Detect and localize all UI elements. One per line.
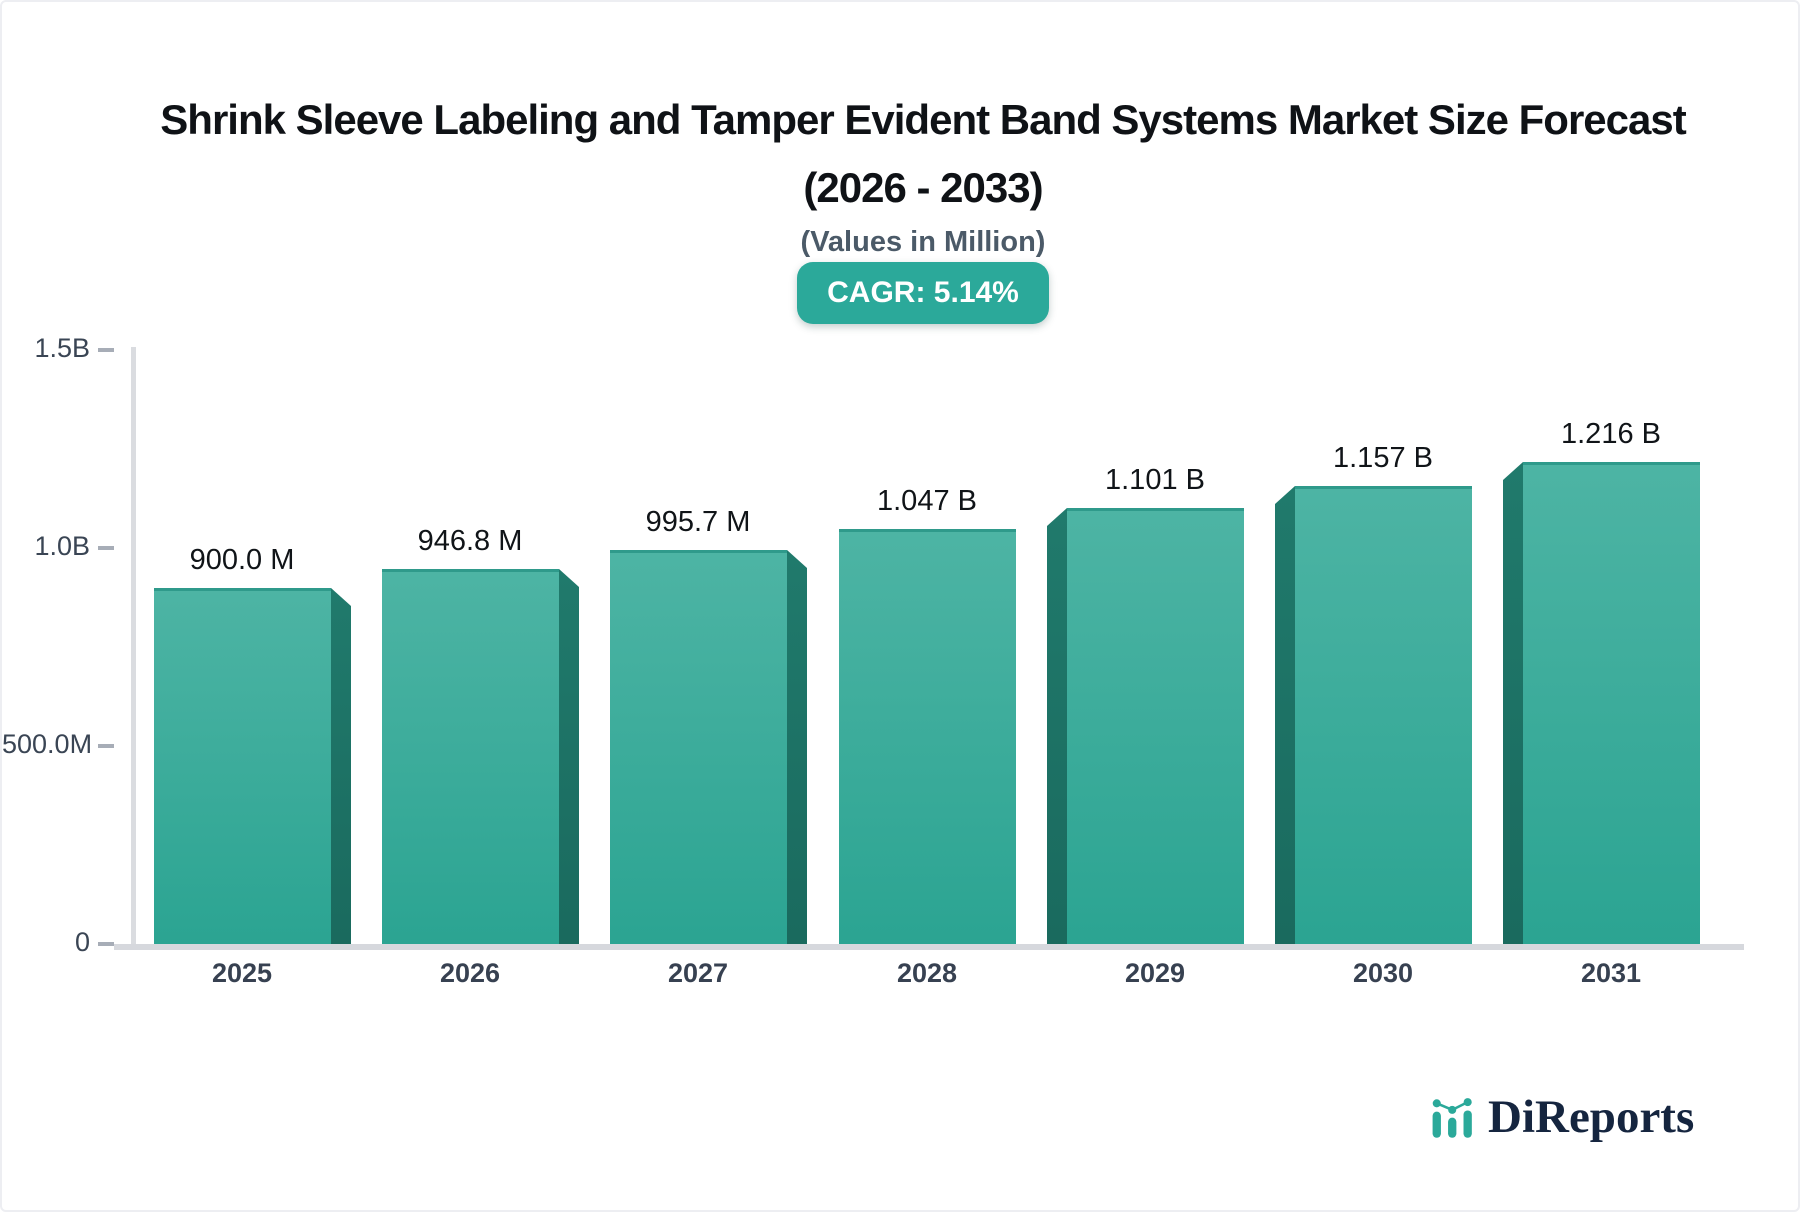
bar-value-label: 946.8 M [417, 525, 523, 557]
bar-value-label: 995.7 M [645, 506, 751, 538]
chart-title-line2: (2026 - 2033) [803, 164, 1043, 211]
x-axis-baseline [114, 944, 1744, 950]
y-axis-tick [98, 546, 114, 550]
bar-side-face [787, 550, 807, 944]
y-axis-line [131, 347, 136, 944]
x-axis-label: 2029 [1124, 958, 1186, 988]
bar-value-label: 1.216 B [1561, 418, 1661, 450]
bar [1295, 486, 1472, 944]
bar [839, 529, 1016, 944]
bar-side-face [1503, 462, 1523, 944]
bar-value-label: 900.0 M [189, 544, 295, 576]
y-axis-tick-label: 1.5B [34, 333, 90, 363]
direports-logo-text: DiReports [1488, 1091, 1695, 1143]
y-axis-tick [98, 744, 114, 748]
bar-value-label: 1.157 B [1333, 442, 1433, 474]
y-axis-tick-label: 0 [74, 927, 90, 957]
x-axis-label: 2026 [439, 958, 501, 988]
bar [610, 550, 787, 944]
x-axis-label: 2031 [1580, 958, 1642, 988]
y-axis-tick [98, 348, 114, 352]
cagr-badge: CAGR: 5.14% [797, 262, 1049, 324]
bar [1067, 508, 1244, 944]
bar-line-chart-icon [1432, 1098, 1472, 1138]
y-axis-tick-label: 500.0M [2, 729, 93, 759]
bar-side-face [331, 588, 351, 944]
bar-side-face [1275, 486, 1295, 944]
bar-side-face [1047, 508, 1067, 944]
x-axis-label: 2025 [211, 958, 273, 988]
x-axis-label: 2030 [1352, 958, 1414, 988]
bar [382, 569, 559, 944]
direports-logo: DiReports [1430, 1090, 1694, 1144]
bar-value-label: 1.047 B [877, 485, 977, 517]
x-axis-label: 2028 [896, 958, 958, 988]
chart-subtitle: (Values in Million) [800, 226, 1046, 258]
y-axis-tick [98, 942, 114, 946]
bar [154, 588, 331, 944]
bar [1523, 462, 1700, 944]
bar-side-face [559, 569, 579, 944]
bar-value-label: 1.101 B [1105, 464, 1205, 496]
x-axis-label: 2027 [667, 958, 729, 988]
chart-title-line1: Shrink Sleeve Labeling and Tamper Eviden… [160, 96, 1686, 143]
y-axis-tick-label: 1.0B [34, 531, 90, 561]
cagr-badge-row: CAGR: 5.14% [48, 262, 1798, 324]
